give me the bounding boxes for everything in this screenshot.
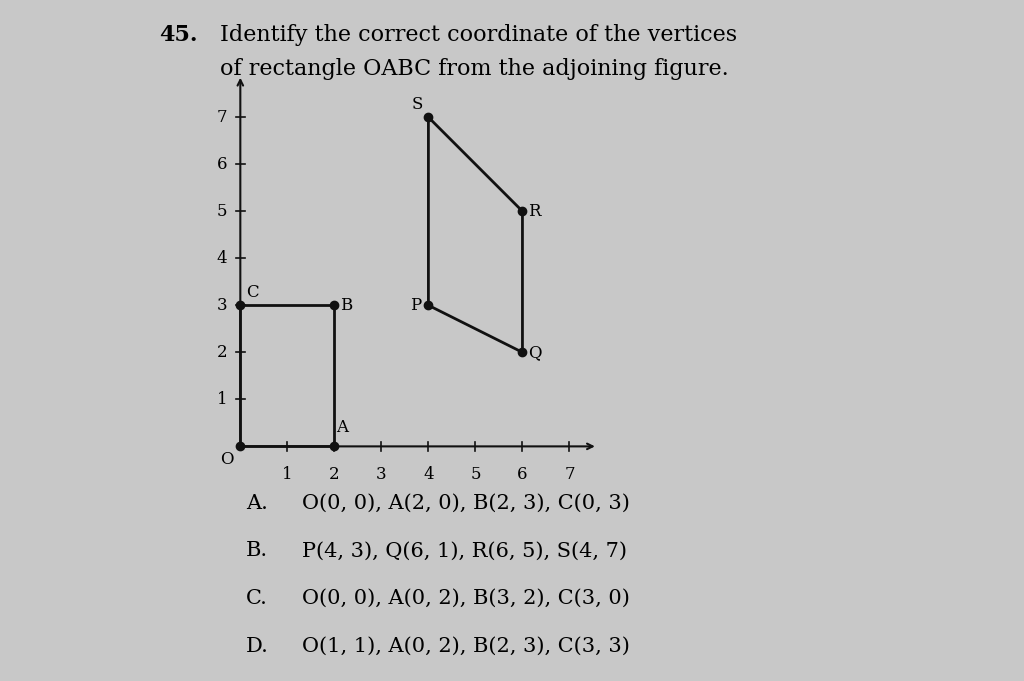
Text: 2: 2 [329, 466, 340, 483]
Text: O(0, 0), A(0, 2), B(3, 2), C(3, 0): O(0, 0), A(0, 2), B(3, 2), C(3, 0) [302, 589, 630, 608]
Text: 5: 5 [217, 203, 227, 220]
Text: 4: 4 [216, 250, 227, 267]
Text: B.: B. [246, 541, 268, 560]
Text: 2: 2 [216, 344, 227, 361]
Text: Q: Q [528, 344, 542, 361]
Text: A.: A. [246, 494, 267, 513]
Text: D.: D. [246, 637, 268, 656]
Text: C: C [246, 283, 259, 300]
Text: 3: 3 [376, 466, 387, 483]
Text: O: O [220, 451, 233, 468]
Text: 5: 5 [470, 466, 480, 483]
Text: O(0, 0), A(2, 0), B(2, 3), C(0, 3): O(0, 0), A(2, 0), B(2, 3), C(0, 3) [302, 494, 630, 513]
Text: 7: 7 [564, 466, 574, 483]
Text: 4: 4 [423, 466, 434, 483]
Text: 7: 7 [216, 109, 227, 126]
Text: of rectangle OABC from the adjoining figure.: of rectangle OABC from the adjoining fig… [220, 58, 729, 80]
Text: 3: 3 [216, 297, 227, 314]
Text: R: R [528, 203, 541, 220]
Text: P: P [410, 297, 421, 314]
Text: O(1, 1), A(0, 2), B(2, 3), C(3, 3): O(1, 1), A(0, 2), B(2, 3), C(3, 3) [302, 637, 630, 656]
Text: S: S [412, 97, 423, 114]
Text: 6: 6 [517, 466, 527, 483]
Text: 45.: 45. [159, 24, 198, 46]
Text: 6: 6 [217, 156, 227, 173]
Text: 1: 1 [216, 391, 227, 408]
Text: P(4, 3), Q(6, 1), R(6, 5), S(4, 7): P(4, 3), Q(6, 1), R(6, 5), S(4, 7) [302, 541, 627, 560]
Text: Identify the correct coordinate of the vertices: Identify the correct coordinate of the v… [220, 24, 737, 46]
Text: C.: C. [246, 589, 267, 608]
Text: A: A [336, 419, 348, 436]
Text: B: B [340, 297, 352, 314]
Text: 1: 1 [282, 466, 293, 483]
